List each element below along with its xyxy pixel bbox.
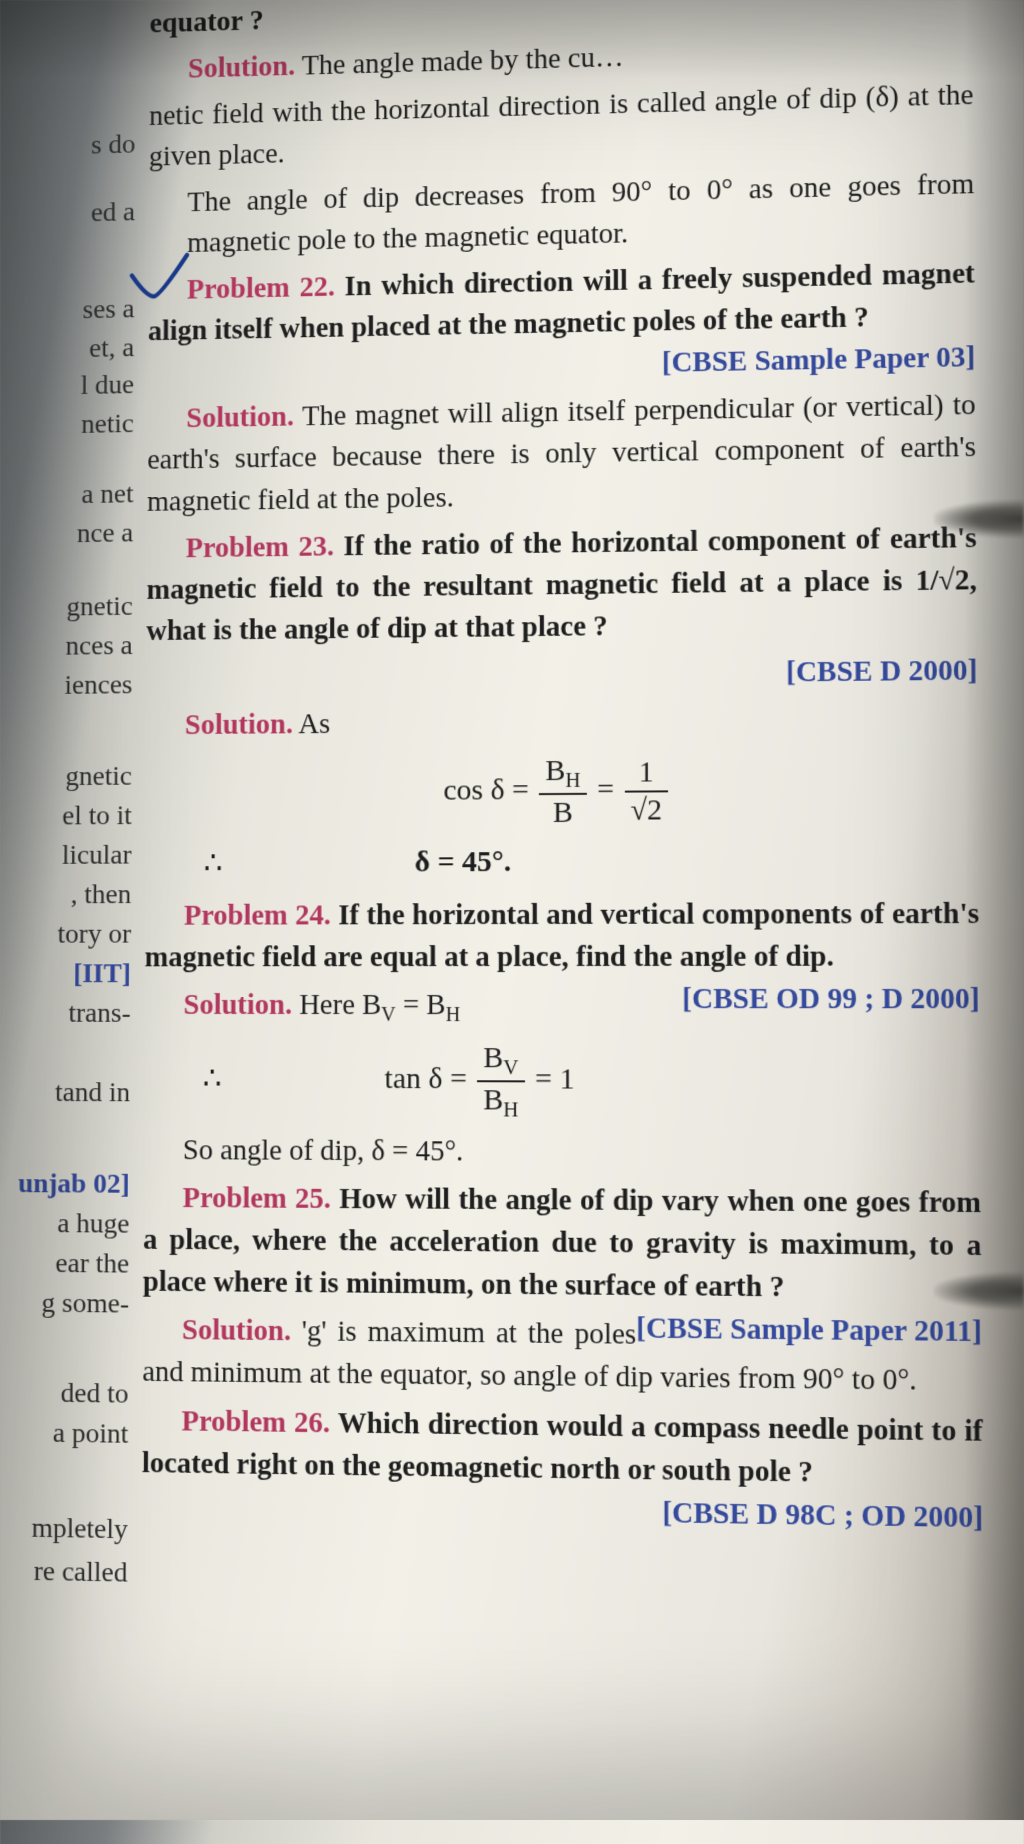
sol24-so: So angle of dip, δ = 45°. (183, 1130, 981, 1176)
cut-word-fragment: iences (64, 670, 132, 702)
cut-word-fragment: g some- (41, 1288, 129, 1321)
frac-bh-b: BH B (539, 755, 586, 829)
frac-bv-bh: BV BH (477, 1042, 524, 1121)
problem-22: Problem 22. In which direction will a fr… (148, 253, 976, 393)
cut-word-fragment: a net (81, 479, 133, 511)
bv-sym: B (483, 1041, 503, 1074)
cut-word-fragment: ear the (55, 1248, 129, 1281)
cut-word-fragment: l due (81, 370, 135, 402)
problem-24: Problem 24. If the horizontal and vertic… (145, 892, 980, 978)
v-sub-2: V (503, 1055, 518, 1079)
therefore-sym: ∴ (204, 847, 223, 880)
cut-word-fragment: trans- (68, 998, 130, 1030)
equals-one: = 1 (535, 1062, 575, 1095)
right-edge-shadow (964, 0, 1024, 1820)
problem-label: Problem 26. (181, 1405, 330, 1439)
equals: = (597, 772, 614, 805)
equation-23: cos δ = BH B = 1 √2 (145, 752, 978, 830)
cut-word-fragment: nces a (65, 630, 132, 662)
cut-word-fragment: ed a (91, 197, 135, 229)
page-tear-1 (934, 500, 1024, 538)
page-content: equator ? Solution. The angle made by th… (142, 0, 984, 1539)
here-bv: Here B (299, 989, 381, 1021)
eq-bh: = B (396, 989, 446, 1021)
cut-word-fragment: tand in (55, 1077, 130, 1109)
therefore-23: ∴ δ = 45°. (145, 838, 979, 885)
problem-label: Problem 24. (184, 899, 331, 931)
cut-word-fragment: ded to (61, 1378, 129, 1411)
top-edge-shadow (0, 0, 1024, 80)
sol21-line2: netic field with the horizontal directio… (149, 74, 974, 177)
problem-label: Problem 25. (183, 1182, 332, 1215)
problem-25: Problem 25. How will the angle of dip va… (143, 1177, 982, 1311)
problem-26: Problem 26. Which direction would a comp… (142, 1399, 983, 1496)
solution-label: Solution. (185, 708, 293, 740)
cut-word-fragment: a huge (57, 1208, 129, 1240)
cos-delta: cos δ = (443, 773, 529, 806)
cut-word-fragment: , then (71, 879, 132, 911)
h-sub-3: H (503, 1098, 518, 1122)
sol21-line3: The angle of dip decreases from 90° to 0… (187, 164, 975, 264)
b-sym: B (539, 795, 586, 829)
problem-label: Problem 23. (186, 530, 334, 563)
cut-word-fragment: [IIT] (73, 958, 131, 990)
solution-label: Solution. (186, 401, 294, 434)
cut-word-fragment: tory or (58, 919, 132, 951)
solution-23-as: Solution. As (146, 698, 978, 746)
cut-word-fragment: nce a (77, 518, 134, 550)
problem-label: Problem 22. (187, 271, 335, 305)
cut-word-fragment: et, a (89, 333, 134, 365)
frac-1-root2: 1 √2 (624, 756, 668, 825)
cut-word-fragment: s do (91, 129, 135, 161)
root2: √2 (624, 792, 668, 826)
cut-word-fragment: mpletely (31, 1513, 127, 1547)
solution-label: Solution. (183, 989, 292, 1021)
equation-24: ∴ tan δ = BV BH = 1 (144, 1042, 981, 1123)
h-sub: H (565, 768, 580, 792)
cut-word-fragment: unjab 02] (18, 1168, 130, 1200)
cut-word-fragment: ses a (83, 294, 135, 326)
p25-ref: [CBSE Sample Paper 2011] (636, 1308, 982, 1354)
p26-ref: [CBSE D 98C ; OD 2000] (662, 1491, 983, 1539)
cut-word-fragment: netic (81, 409, 134, 441)
h-sub-2: H (446, 1004, 461, 1026)
therefore-sym-2: ∴ (203, 1062, 222, 1095)
delta-45: δ = 45°. (415, 845, 512, 878)
tan-delta: tan δ = (385, 1062, 467, 1095)
solution-22: Solution. The magnet will align itself p… (147, 385, 976, 523)
bh-sym-2: B (483, 1083, 503, 1116)
cut-word-fragment: el to it (62, 800, 132, 832)
bh-sym: B (545, 754, 565, 787)
cut-word-fragment: a point (53, 1418, 129, 1451)
page-tear-2 (934, 1272, 1024, 1310)
p24-ref: [CBSE OD 99 ; D 2000] (682, 978, 980, 1021)
cut-word-fragment: gnetic (65, 761, 132, 793)
p22-ref: [CBSE Sample Paper 03] (148, 337, 976, 394)
left-cut-column: s do ed a ses a et, a l due netic a net nce a gn… (2, 23, 140, 1822)
v-sub: V (381, 1004, 396, 1026)
as-text: As (298, 708, 330, 740)
problem-23: Problem 23. If the ratio of the horizont… (146, 517, 977, 652)
p23-ref: [CBSE D 2000] (146, 649, 978, 699)
one: 1 (624, 756, 668, 792)
cut-word-fragment: licular (62, 840, 132, 872)
cut-word-fragment: gnetic (66, 591, 133, 623)
cut-word-fragment: re called (34, 1556, 128, 1590)
solution-label: Solution. (182, 1314, 291, 1347)
